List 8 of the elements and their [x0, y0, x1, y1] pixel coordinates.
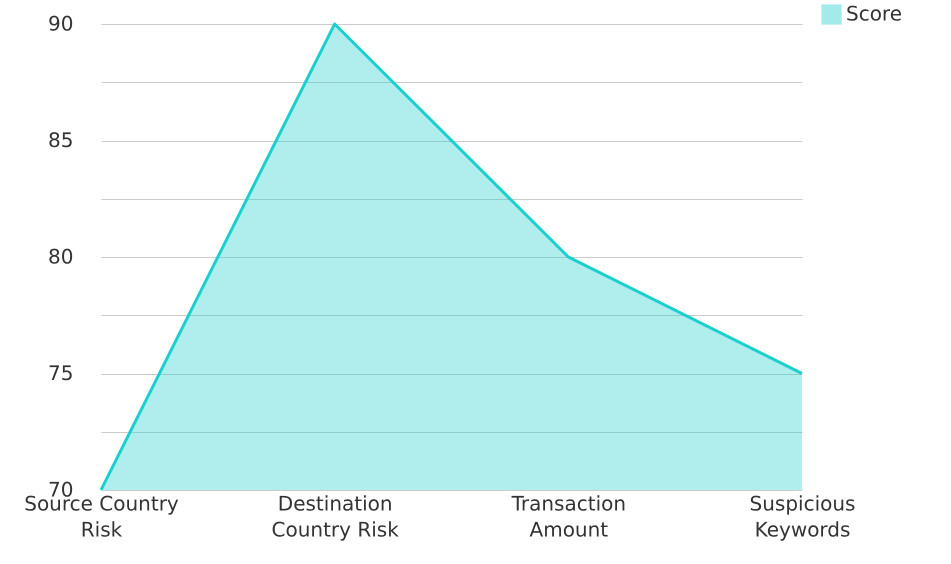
y-tick-label: 85	[48, 128, 74, 152]
x-tick-label: Transaction Amount	[510, 492, 626, 542]
y-tick-label: 90	[48, 12, 74, 36]
y-tick-label: 75	[48, 361, 74, 385]
x-tick-label: Destination Country Risk	[272, 492, 400, 542]
legend-label: Score	[846, 2, 902, 26]
y-tick-label: 80	[48, 244, 74, 268]
x-tick-label: Suspicious Keywords	[750, 492, 856, 542]
